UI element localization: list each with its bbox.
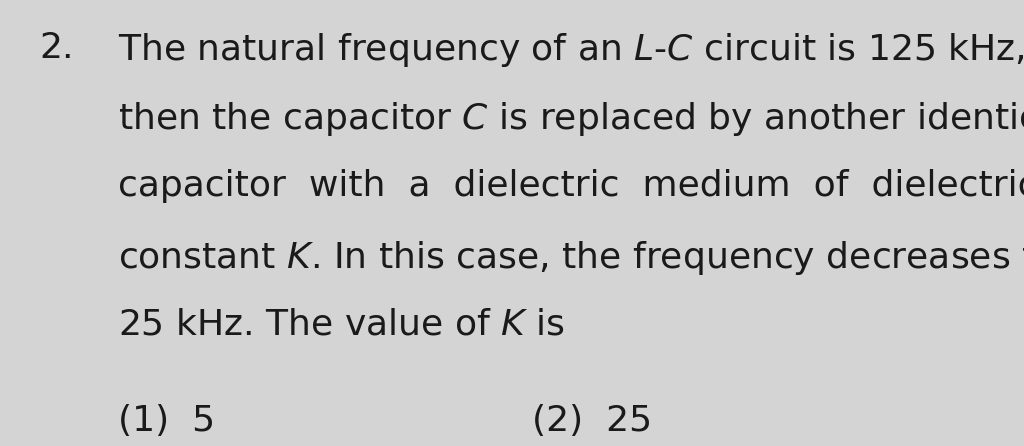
Text: 25 kHz. The value of $K$ is: 25 kHz. The value of $K$ is	[118, 308, 564, 342]
Text: capacitor  with  a  dielectric  medium  of  dielectric: capacitor with a dielectric medium of di…	[118, 169, 1024, 203]
Text: (1)  5: (1) 5	[118, 404, 215, 438]
Text: constant $K$. In this case, the frequency decreases to: constant $K$. In this case, the frequenc…	[118, 239, 1024, 277]
Text: The natural frequency of an $L$-$C$ circuit is 125 kHz,: The natural frequency of an $L$-$C$ circ…	[118, 31, 1024, 69]
Text: then the capacitor $C$ is replaced by another identical: then the capacitor $C$ is replaced by an…	[118, 100, 1024, 138]
Text: (2)  25: (2) 25	[532, 404, 652, 438]
Text: 2.: 2.	[39, 31, 74, 65]
